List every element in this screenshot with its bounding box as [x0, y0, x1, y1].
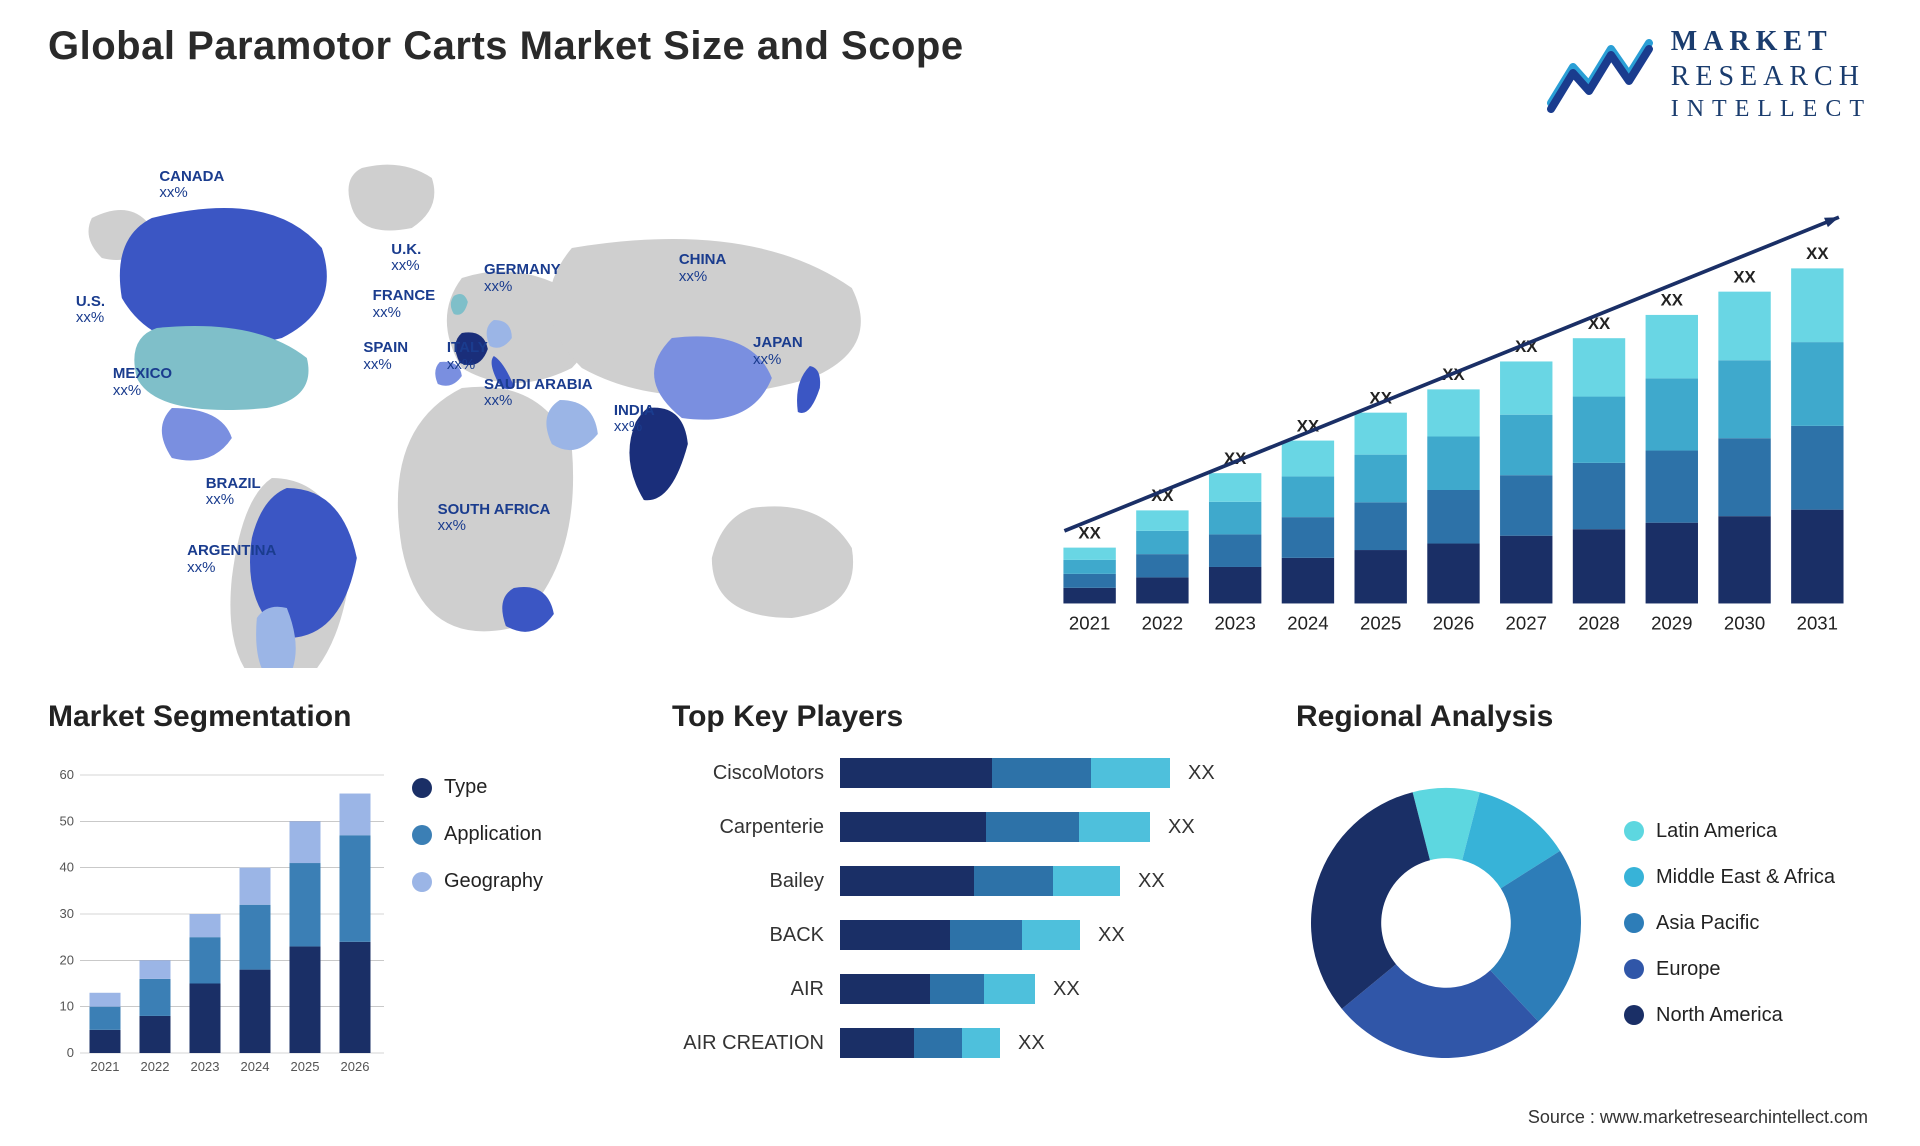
player-row: BACK XX — [672, 914, 1248, 956]
svg-text:40: 40 — [60, 860, 74, 875]
legend-item: Application — [412, 823, 624, 846]
legend-item: Geography — [412, 870, 624, 893]
svg-text:XX: XX — [1078, 523, 1101, 542]
logo-text-3: INTELLECT — [1671, 94, 1872, 124]
svg-text:2023: 2023 — [1214, 613, 1255, 634]
segmentation-bar-chart: 0 10 20 30 40 50 60 2021 2022 2023 2024 2025 2026 — [48, 746, 388, 1100]
svg-text:2024: 2024 — [241, 1059, 270, 1074]
player-value: XX — [1088, 924, 1125, 947]
svg-text:XX: XX — [1806, 244, 1829, 263]
player-bar — [840, 920, 1080, 950]
svg-text:20: 20 — [60, 952, 74, 967]
player-name: BACK — [672, 924, 832, 947]
svg-text:2031: 2031 — [1796, 613, 1837, 634]
map-label: CANADAxx% — [159, 169, 224, 202]
svg-text:2022: 2022 — [1141, 613, 1182, 634]
legend-item: Middle East & Africa — [1624, 865, 1872, 889]
svg-text:30: 30 — [60, 906, 74, 921]
svg-text:2021: 2021 — [1069, 613, 1110, 634]
map-label: U.S.xx% — [76, 294, 105, 327]
player-value: XX — [1008, 1032, 1045, 1055]
logo-text-1: MARKET — [1671, 24, 1872, 59]
player-bar — [840, 1028, 1000, 1058]
player-row: AIR CREATION XX — [672, 1022, 1248, 1064]
map-label: JAPANxx% — [753, 335, 803, 368]
regional-title: Regional Analysis — [1296, 700, 1872, 734]
svg-text:2021: 2021 — [91, 1059, 120, 1074]
player-bar — [840, 758, 1170, 788]
svg-text:2029: 2029 — [1651, 613, 1692, 634]
player-value: XX — [1128, 870, 1165, 893]
logo-mark-icon — [1545, 35, 1655, 113]
page-title: Global Paramotor Carts Market Size and S… — [48, 24, 964, 69]
svg-text:60: 60 — [60, 767, 74, 782]
player-bar — [840, 812, 1150, 842]
player-row: AIR XX — [672, 968, 1248, 1010]
map-label: ARGENTINAxx% — [187, 543, 276, 576]
growth-chart-panel: XX2021XX2022XX2023XX2024XX2025XX2026XX20… — [1016, 148, 1872, 668]
regional-donut-chart — [1296, 773, 1596, 1073]
player-bar — [840, 974, 1035, 1004]
map-label: SOUTH AFRICAxx% — [438, 502, 551, 535]
segmentation-legend: Type Application Geography — [412, 746, 624, 1100]
svg-text:XX: XX — [1733, 267, 1756, 286]
map-label: BRAZILxx% — [206, 476, 261, 509]
map-label: CHINAxx% — [679, 252, 727, 285]
legend-item: Latin America — [1624, 819, 1872, 843]
map-label: SPAINxx% — [363, 340, 408, 373]
segmentation-panel: Market Segmentation 0 10 20 30 40 50 60 2021 202… — [48, 700, 624, 1100]
svg-text:XX: XX — [1660, 291, 1683, 310]
svg-text:2024: 2024 — [1287, 613, 1328, 634]
players-title: Top Key Players — [672, 700, 1248, 734]
player-bar — [840, 866, 1120, 896]
player-row: CiscoMotors XX — [672, 752, 1248, 794]
map-label: FRANCExx% — [373, 288, 436, 321]
player-value: XX — [1158, 816, 1195, 839]
logo-text-2: RESEARCH — [1671, 59, 1872, 94]
segmentation-title: Market Segmentation — [48, 700, 624, 734]
svg-text:2025: 2025 — [1360, 613, 1401, 634]
map-label: INDIAxx% — [614, 403, 655, 436]
map-label: ITALYxx% — [447, 340, 488, 373]
legend-item: Type — [412, 776, 624, 799]
map-label: U.K.xx% — [391, 242, 421, 275]
svg-text:2026: 2026 — [341, 1059, 370, 1074]
svg-text:2028: 2028 — [1578, 613, 1619, 634]
svg-text:2022: 2022 — [141, 1059, 170, 1074]
brand-logo: MARKET RESEARCH INTELLECT — [1545, 24, 1872, 124]
map-label: SAUDI ARABIAxx% — [484, 377, 593, 410]
player-name: AIR CREATION — [672, 1032, 832, 1055]
svg-text:50: 50 — [60, 813, 74, 828]
svg-text:2023: 2023 — [191, 1059, 220, 1074]
world-map-panel: CANADAxx% U.S.xx% MEXICOxx% BRAZILxx% ARGENT… — [48, 148, 976, 668]
players-panel: Top Key Players CiscoMotorsXXCarpenterie… — [672, 700, 1248, 1100]
svg-text:2026: 2026 — [1432, 613, 1473, 634]
growth-bar-chart: XX2021XX2022XX2023XX2024XX2025XX2026XX20… — [1016, 148, 1872, 668]
legend-item: Europe — [1624, 957, 1872, 981]
source-attribution: Source : www.marketresearchintellect.com — [1528, 1107, 1868, 1128]
player-name: Carpenterie — [672, 816, 832, 839]
player-row: Bailey XX — [672, 860, 1248, 902]
player-name: CiscoMotors — [672, 762, 832, 785]
svg-text:10: 10 — [60, 999, 74, 1014]
player-value: XX — [1043, 978, 1080, 1001]
player-value: XX — [1178, 762, 1215, 785]
players-bar-chart: CiscoMotors XX Carpenterie XX Bailey XX BACK XX… — [672, 746, 1248, 1100]
regional-panel: Regional Analysis Latin America Middle Ea… — [1296, 700, 1872, 1100]
regional-legend: Latin America Middle East & Africa Asia Pa… — [1624, 819, 1872, 1027]
svg-text:0: 0 — [67, 1045, 74, 1060]
player-name: Bailey — [672, 870, 832, 893]
player-name: AIR — [672, 978, 832, 1001]
player-row: Carpenterie XX — [672, 806, 1248, 848]
svg-text:2027: 2027 — [1505, 613, 1546, 634]
legend-item: Asia Pacific — [1624, 911, 1872, 935]
map-label: MEXICOxx% — [113, 366, 172, 399]
map-label: GERMANYxx% — [484, 262, 561, 295]
svg-text:2030: 2030 — [1724, 613, 1765, 634]
svg-text:2025: 2025 — [291, 1059, 320, 1074]
legend-item: North America — [1624, 1003, 1872, 1027]
